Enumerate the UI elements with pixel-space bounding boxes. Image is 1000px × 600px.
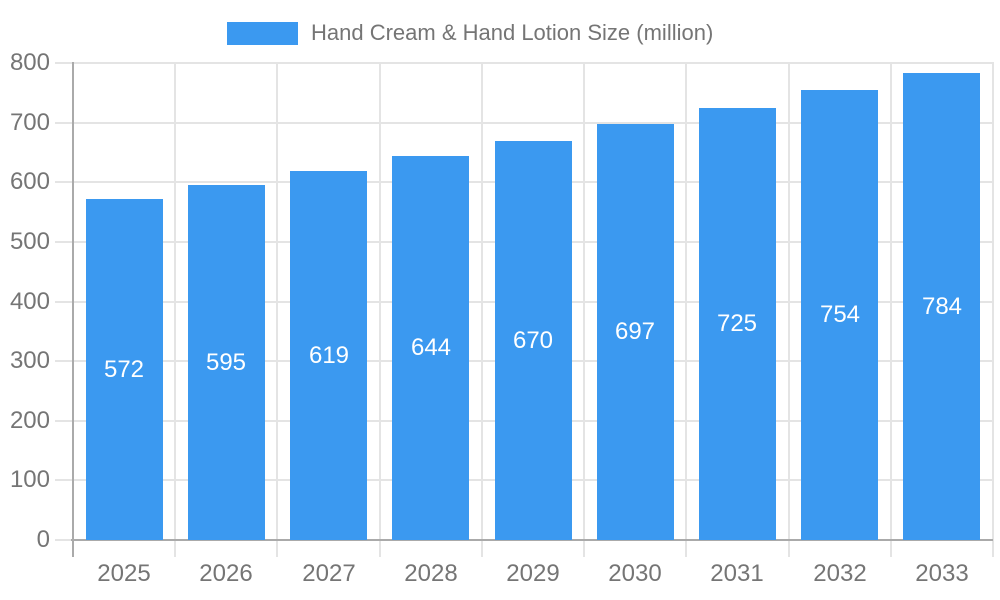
bar-value-label-2027: 619 bbox=[308, 342, 350, 369]
bar-2025 bbox=[86, 199, 163, 540]
xtick-label-2029: 2029 bbox=[506, 560, 560, 587]
bar-value-label-2025: 572 bbox=[103, 356, 145, 383]
bar-2029 bbox=[495, 141, 572, 540]
ytick-label-0: 0 bbox=[36, 526, 50, 553]
gridline-h-800 bbox=[55, 62, 993, 64]
bar-2027 bbox=[290, 171, 367, 540]
gridline-v-8 bbox=[890, 62, 892, 557]
gridline-v-6 bbox=[685, 62, 687, 557]
xtick-label-2031: 2031 bbox=[710, 560, 764, 587]
bar-value-label-2026: 595 bbox=[205, 349, 247, 376]
bar-value-label-2032: 754 bbox=[819, 301, 861, 328]
bar-2030 bbox=[597, 124, 674, 540]
gridline-v-5 bbox=[583, 62, 585, 557]
bar-value-label-2030: 697 bbox=[614, 318, 656, 345]
gridline-v-2 bbox=[276, 62, 278, 557]
ytick-label-200: 200 bbox=[9, 407, 50, 434]
bar-value-label-2033: 784 bbox=[921, 293, 963, 320]
bar-value-label-2028: 644 bbox=[410, 334, 452, 361]
xtick-label-2028: 2028 bbox=[404, 560, 458, 587]
ytick-label-800: 800 bbox=[9, 49, 50, 76]
legend-swatch-icon bbox=[227, 21, 298, 45]
xtick-label-2030: 2030 bbox=[608, 560, 662, 587]
legend-label: Hand Cream & Hand Lotion Size (million) bbox=[311, 20, 714, 45]
bar-2031 bbox=[699, 108, 776, 540]
gridline-v-9 bbox=[992, 62, 994, 557]
gridline-h-700 bbox=[55, 122, 993, 124]
gridline-v-7 bbox=[788, 62, 790, 557]
xtick-label-2026: 2026 bbox=[199, 560, 253, 587]
bar-2028 bbox=[392, 156, 469, 540]
bar-value-label-2029: 670 bbox=[512, 327, 554, 354]
x-axis-line bbox=[71, 539, 993, 541]
gridline-v-3 bbox=[379, 62, 381, 557]
xtick-label-2033: 2033 bbox=[915, 560, 969, 587]
xtick-label-2027: 2027 bbox=[302, 560, 356, 587]
bar-value-label-2031: 725 bbox=[716, 310, 758, 337]
xtick-label-2025: 2025 bbox=[97, 560, 151, 587]
chart-legend[interactable]: Hand Cream & Hand Lotion Size (million) bbox=[227, 19, 713, 47]
ytick-label-500: 500 bbox=[9, 228, 50, 255]
gridline-v-1 bbox=[174, 62, 176, 557]
ytick-label-600: 600 bbox=[9, 168, 50, 195]
ytick-label-400: 400 bbox=[9, 288, 50, 315]
y-axis-line bbox=[72, 62, 74, 557]
bar-2026 bbox=[188, 185, 265, 540]
bar-2032 bbox=[801, 90, 878, 540]
gridline-v-4 bbox=[481, 62, 483, 557]
bar-2033 bbox=[903, 73, 980, 540]
ytick-label-700: 700 bbox=[9, 109, 50, 136]
ytick-label-100: 100 bbox=[9, 466, 50, 493]
ytick-label-300: 300 bbox=[9, 347, 50, 374]
xtick-label-2032: 2032 bbox=[813, 560, 867, 587]
